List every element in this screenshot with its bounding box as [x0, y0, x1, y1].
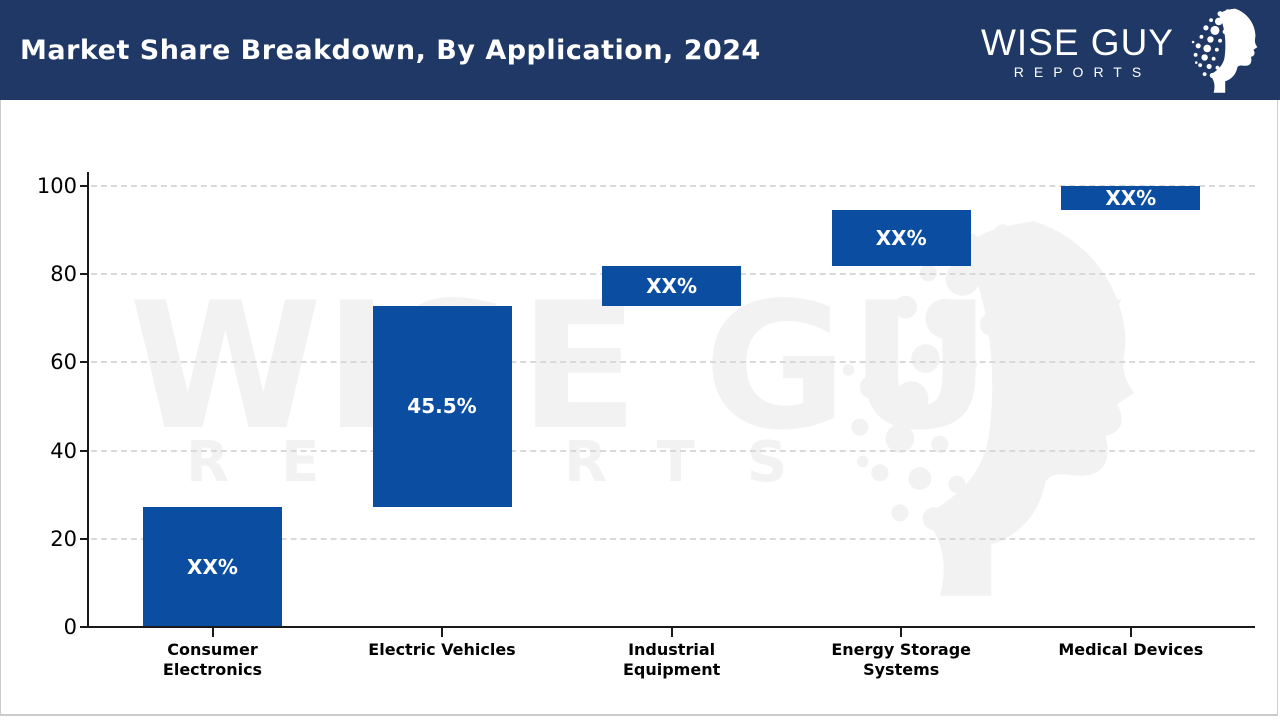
bar-value-label: 45.5% — [407, 394, 477, 419]
brand-logo-text: WISE GUY REPORTS — [980, 21, 1174, 80]
y-axis-tick-label: 80 — [50, 262, 77, 287]
x-axis-tick — [1129, 628, 1132, 637]
y-axis-tick — [80, 537, 89, 540]
y-axis-tick — [80, 626, 89, 628]
bar-value-label: XX% — [646, 274, 698, 299]
x-axis-tick — [900, 628, 903, 637]
y-axis-tick — [80, 273, 89, 276]
waterfall-bar: XX% — [1061, 186, 1201, 211]
y-axis-line — [87, 172, 89, 628]
y-axis-tick — [80, 185, 89, 187]
waterfall-bar: XX% — [143, 506, 282, 627]
x-axis-category-label: Electric Vehicles — [368, 640, 516, 659]
logo-face-icon — [1191, 8, 1258, 93]
x-axis-line — [87, 626, 1255, 628]
waterfall-chart: 0 20 40 60 80 100 XX% 45.5% XX% XX% XX% Consumer El… — [1, 100, 1277, 714]
gridline — [91, 537, 1255, 540]
x-axis-tick — [670, 628, 673, 637]
x-axis-category-label: Energy Storage Systems — [831, 640, 972, 679]
bar-value-label: XX% — [187, 554, 238, 579]
y-axis-tick-label: 20 — [50, 526, 77, 551]
y-axis-tick-label: 0 — [63, 615, 77, 639]
bar-value-label: XX% — [1105, 186, 1157, 211]
y-axis-tick — [80, 449, 89, 452]
chart-area: WISE GUY REPORTS 0 20 40 60 80 100 XX% 45.5% XX%… — [0, 100, 1278, 716]
header: Market Share Breakdown, By Application, … — [0, 0, 1280, 100]
waterfall-bar: XX% — [831, 210, 971, 267]
bar-value-label: XX% — [875, 226, 927, 251]
x-axis-category-label: Consumer Electronics — [162, 640, 263, 679]
x-axis-tick — [211, 628, 214, 637]
brand-logo: WISE GUY REPORTS — [981, 6, 1268, 96]
waterfall-bar: XX% — [602, 266, 742, 306]
x-axis-category-label: Medical Devices — [1058, 640, 1204, 659]
logo-wordmark: WISE GUY — [980, 21, 1174, 63]
logo-subtitle: REPORTS — [1013, 63, 1152, 80]
x-axis-category-label: Industrial Equipment — [622, 640, 721, 679]
y-axis-tick — [80, 361, 89, 364]
gridline — [91, 361, 1255, 364]
gridline — [91, 449, 1255, 452]
x-axis-tick — [441, 628, 443, 637]
y-axis-tick-label: 100 — [36, 174, 77, 198]
y-axis-tick-label: 40 — [50, 438, 77, 463]
waterfall-bar: 45.5% — [372, 305, 512, 507]
gridline — [91, 185, 1255, 187]
page-title: Market Share Breakdown, By Application, … — [20, 34, 761, 66]
y-axis-tick-label: 60 — [50, 350, 77, 375]
